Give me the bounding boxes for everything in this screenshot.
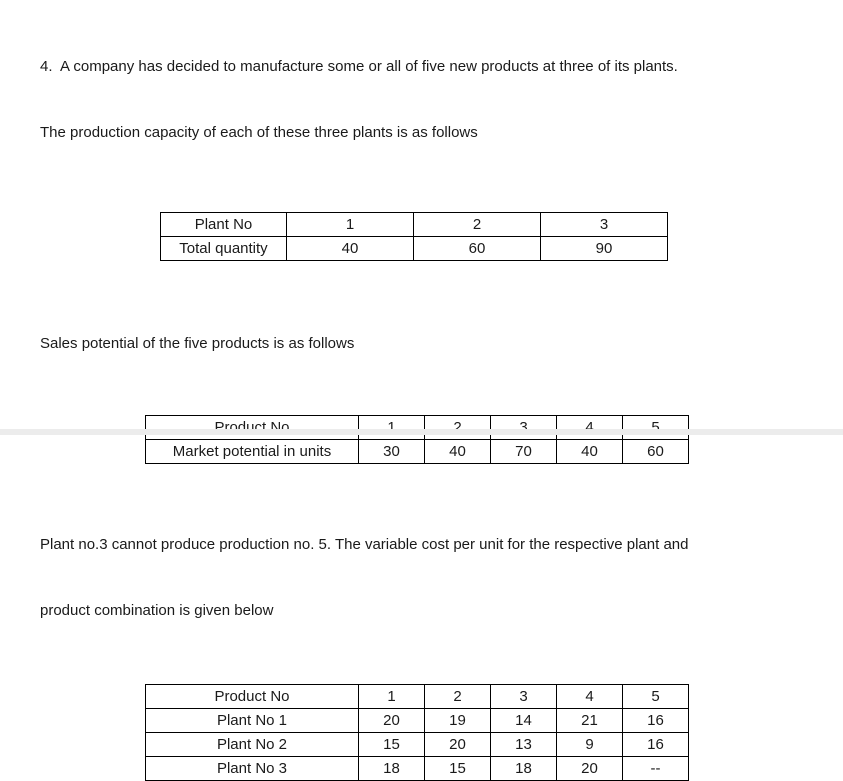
table-row: Plant No 3 18 15 18 20 -- — [145, 756, 689, 781]
table-cell: 15 — [424, 756, 491, 781]
column-header: Product No — [145, 684, 359, 709]
sales-caption-text: Sales potential of the five products is … — [40, 335, 355, 352]
column-header: 1 — [358, 415, 425, 440]
problem-statement: 4. A company has decided to manufacture … — [40, 12, 813, 188]
table-cell: 19 — [424, 708, 491, 733]
variable-cost-table: Product No 1 2 3 4 5 Plant No 1 20 19 14… — [145, 684, 689, 781]
table-cell: 16 — [622, 732, 689, 757]
table-cell: 13 — [490, 732, 557, 757]
column-header: Plant No — [160, 212, 287, 237]
table-cell: 40 — [424, 439, 491, 464]
column-header: 4 — [556, 415, 623, 440]
window-bottom-edge — [0, 429, 843, 435]
sales-potential-table: Product No 1 2 3 4 5 Market potential in… — [145, 415, 689, 464]
table-cell: 60 — [622, 439, 689, 464]
sales-caption: Sales potential of the five products is … — [40, 289, 813, 399]
table-cell: 40 — [286, 236, 414, 261]
column-header: Product No — [145, 415, 359, 440]
row-label: Plant No 2 — [145, 732, 359, 757]
table-cell: 30 — [358, 439, 425, 464]
column-header: 3 — [490, 684, 557, 709]
column-header: 4 — [556, 684, 623, 709]
column-header: 3 — [490, 415, 557, 440]
table-cell: 70 — [490, 439, 557, 464]
table-row: Plant No 1 20 19 14 21 16 — [145, 708, 689, 733]
row-label: Plant No 1 — [145, 708, 359, 733]
cost-statement-line2: product combination is given below — [40, 602, 274, 619]
column-header: 5 — [622, 684, 689, 709]
table-cell: 21 — [556, 708, 623, 733]
table-row: Product No 1 2 3 4 5 — [145, 684, 689, 709]
row-label: Plant No 3 — [145, 756, 359, 781]
problem-statement-line2: The production capacity of each of these… — [40, 124, 478, 141]
table-cell: 90 — [540, 236, 668, 261]
cost-statement-line1: Plant no.3 cannot produce production no.… — [40, 536, 689, 553]
column-header: 3 — [540, 212, 668, 237]
column-header: 1 — [358, 684, 425, 709]
table-cell: 60 — [413, 236, 541, 261]
table-cell: 15 — [358, 732, 425, 757]
table-row: Product No 1 2 3 4 5 — [145, 415, 689, 440]
table-row: Plant No 1 2 3 — [160, 212, 668, 237]
column-header: 2 — [413, 212, 541, 237]
row-label: Market potential in units — [145, 439, 359, 464]
row-label: Total quantity — [160, 236, 287, 261]
column-header: 2 — [424, 415, 491, 440]
problem-statement-line1: 4. A company has decided to manufacture … — [40, 58, 678, 75]
table-cell: 16 — [622, 708, 689, 733]
table-cell: 18 — [358, 756, 425, 781]
table-cell: 9 — [556, 732, 623, 757]
table-row: Total quantity 40 60 90 — [160, 236, 668, 261]
table-cell: 18 — [490, 756, 557, 781]
table-row: Market potential in units 30 40 70 40 60 — [145, 439, 689, 464]
table-cell: 40 — [556, 439, 623, 464]
table-cell: 20 — [424, 732, 491, 757]
column-header: 2 — [424, 684, 491, 709]
table-cell: 14 — [490, 708, 557, 733]
table-cell: 20 — [358, 708, 425, 733]
column-header: 1 — [286, 212, 414, 237]
table-row: Plant No 2 15 20 13 9 16 — [145, 732, 689, 757]
column-header: 5 — [622, 415, 689, 440]
cost-statement: Plant no.3 cannot produce production no.… — [40, 490, 813, 666]
table-cell: 20 — [556, 756, 623, 781]
plant-capacity-table: Plant No 1 2 3 Total quantity 40 60 90 — [160, 212, 668, 261]
table-cell: -- — [622, 756, 689, 781]
